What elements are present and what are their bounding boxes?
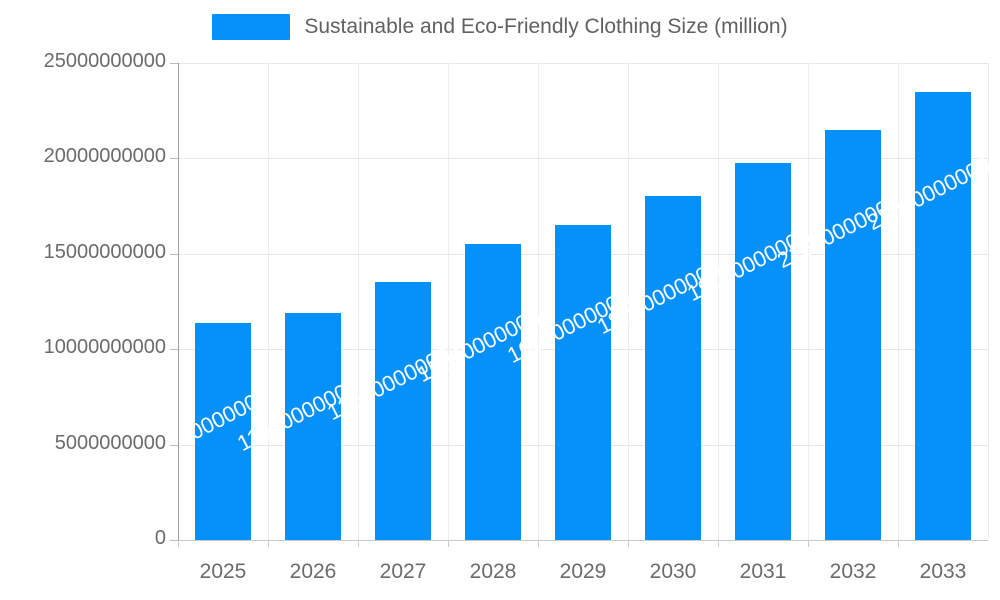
gridline-x-2 (358, 63, 359, 540)
x-tick-mark-8 (898, 540, 899, 547)
y-tick-label-5000000000: 5000000000 (54, 432, 166, 454)
x-tick-mark-7 (808, 540, 809, 547)
bar-2033[interactable] (915, 92, 971, 540)
y-tick-label-25000000000: 25000000000 (43, 50, 166, 72)
y-tick-label-10000000000: 10000000000 (43, 336, 166, 358)
gridline-x-4 (538, 63, 539, 540)
x-tick-mark-6 (718, 540, 719, 547)
y-tick-mark-0 (170, 540, 178, 541)
gridline-x-5 (628, 63, 629, 540)
bar-2027[interactable] (375, 282, 431, 540)
bar-2031[interactable] (735, 163, 791, 540)
bar-2026[interactable] (285, 313, 341, 540)
x-tick-label-2029: 2029 (559, 560, 607, 583)
x-tick-label-2032: 2032 (829, 560, 877, 583)
legend-label-series-0[interactable]: Sustainable and Eco-Friendly Clothing Si… (304, 15, 788, 38)
y-tick-mark-3 (170, 254, 178, 255)
x-tick-label-2031: 2031 (739, 560, 787, 583)
x-tick-label-2026: 2026 (289, 560, 337, 583)
gridline-x-8 (898, 63, 899, 540)
gridline-x-1 (268, 63, 269, 540)
x-tick-label-2033: 2033 (919, 560, 967, 583)
x-tick-label-2027: 2027 (379, 560, 427, 583)
x-axis-line (178, 540, 988, 541)
y-tick-mark-2 (170, 349, 178, 350)
x-tick-label-2030: 2030 (649, 560, 697, 583)
x-tick-mark-4 (538, 540, 539, 547)
plot-area: 11350000000 11900000000 13500000000 1550000… (143, 63, 994, 541)
y-tick-mark-5 (170, 63, 178, 64)
bar-2029[interactable] (555, 225, 611, 540)
bar-2030[interactable] (645, 196, 701, 540)
x-tick-mark-3 (448, 540, 449, 547)
gridline-x-9 (988, 63, 989, 540)
x-tick-mark-0 (178, 540, 179, 547)
y-tick-label-15000000000: 15000000000 (43, 241, 166, 263)
legend-swatch-series-0 (212, 14, 291, 40)
gridline-y-4 (178, 158, 988, 159)
x-tick-label-2028: 2028 (469, 560, 517, 583)
y-tick-label-0: 0 (154, 527, 166, 549)
x-tick-mark-5 (628, 540, 629, 547)
gridline-y-5 (178, 63, 988, 64)
gridline-x-7 (808, 63, 809, 540)
chart-legend: Sustainable and Eco-Friendly Clothing Si… (0, 14, 1000, 40)
bar-2032[interactable] (825, 130, 881, 540)
x-tick-label-2025: 2025 (199, 560, 247, 583)
y-tick-mark-1 (170, 445, 178, 446)
y-tick-label-20000000000: 20000000000 (43, 145, 166, 167)
gridline-x-6 (718, 63, 719, 540)
gridline-x-3 (448, 63, 449, 540)
bar-2028[interactable] (465, 244, 521, 540)
y-axis-line (178, 63, 179, 540)
y-tick-mark-4 (170, 158, 178, 159)
x-tick-mark-1 (268, 540, 269, 547)
bar-2025[interactable] (195, 323, 251, 540)
x-tick-mark-2 (358, 540, 359, 547)
